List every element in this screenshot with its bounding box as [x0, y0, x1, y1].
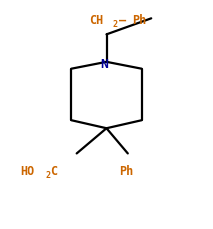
- Text: HO: HO: [20, 165, 35, 178]
- Text: CH: CH: [89, 14, 104, 27]
- Text: —: —: [119, 14, 126, 27]
- Text: C: C: [50, 165, 58, 178]
- Text: Ph: Ph: [119, 165, 134, 178]
- Text: Ph: Ph: [132, 14, 146, 27]
- Text: 2: 2: [113, 19, 118, 29]
- Text: N: N: [100, 58, 108, 71]
- Text: 2: 2: [46, 171, 51, 180]
